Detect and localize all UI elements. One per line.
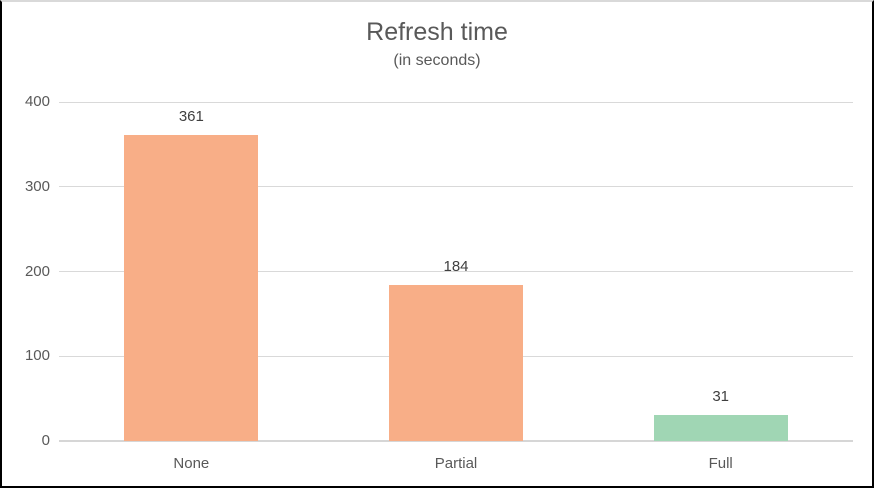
chart-title: Refresh time — [366, 18, 508, 46]
gridline — [59, 271, 853, 272]
x-category-label: Partial — [434, 455, 478, 472]
bar-value-label: 31 — [712, 387, 729, 405]
gridline — [59, 186, 853, 188]
bar-partial — [389, 285, 523, 441]
bar-value-label: 361 — [178, 108, 204, 126]
x-axis-baseline — [59, 440, 853, 442]
y-tick-label: 200 — [24, 262, 50, 280]
y-tick-label: 0 — [41, 432, 50, 449]
bar-full — [653, 414, 788, 441]
gridline — [59, 101, 853, 103]
bar-none — [124, 135, 259, 441]
x-category-label: None — [173, 455, 210, 472]
y-tick-label: 300 — [24, 177, 50, 195]
x-category-label: Full — [708, 455, 733, 472]
bar-value-label: 184 — [443, 258, 469, 276]
y-tick-label: 100 — [24, 347, 50, 365]
chart-subtitle: (in seconds) — [393, 52, 481, 69]
y-tick-label: 400 — [24, 93, 50, 110]
